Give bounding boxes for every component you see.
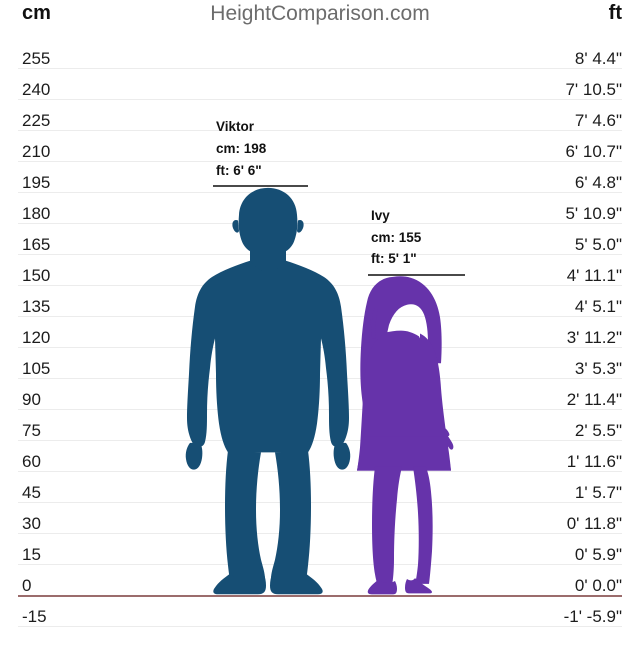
y-tick-cm: 240 <box>22 80 51 99</box>
y-tick-ft: 3' 11.2" <box>566 328 622 347</box>
y-tick-ft: 2' 11.4" <box>566 390 622 409</box>
y-tick-cm: 195 <box>22 173 51 192</box>
y-tick-ft: 2' 5.5" <box>574 421 622 440</box>
y-tick-cm: 150 <box>22 266 51 285</box>
site-title: HeightComparison.com <box>210 2 430 25</box>
y-tick-cm: 165 <box>22 235 51 254</box>
person-ft-ivy: ft: 5' 1" <box>371 251 417 267</box>
viktor-silhouette-svg <box>185 187 351 595</box>
y-tick-ft: 6' 4.8" <box>574 173 622 192</box>
y-tick-ft: 1' 11.6" <box>566 452 622 471</box>
y-tick-ft: 4' 11.1" <box>566 266 622 285</box>
y-tick-cm: 180 <box>22 204 51 223</box>
y-tick-ft: 7' 4.6" <box>574 111 622 130</box>
ivy-silhouette-svg <box>357 275 454 595</box>
y-tick-cm: 255 <box>22 49 51 68</box>
person-label-ivy: Ivy cm: 155 ft: 5' 1" <box>371 205 421 271</box>
y-tick-ft: 5' 5.0" <box>574 235 622 254</box>
unit-label-cm: cm <box>22 2 51 24</box>
person-cm-viktor: cm: 198 <box>216 140 267 156</box>
person-silhouette-ivy[interactable] <box>345 275 463 595</box>
head-measure-line-ivy <box>368 273 465 276</box>
y-tick-ft: -1' -5.9" <box>563 607 622 626</box>
y-tick-cm: 45 <box>22 483 41 502</box>
head-measure-line-viktor <box>213 184 308 187</box>
y-tick-ft: 0' 0.0" <box>574 576 622 595</box>
y-tick-cm: 90 <box>22 390 41 409</box>
y-tick-cm: 105 <box>22 359 51 378</box>
y-tick-ft: 7' 10.5" <box>565 80 622 99</box>
person-name-ivy: Ivy <box>371 207 390 223</box>
person-name-viktor: Viktor <box>216 118 255 134</box>
y-tick-cm: 210 <box>22 142 51 161</box>
y-tick-cm: 75 <box>22 421 41 440</box>
y-tick-ft: 4' 5.1" <box>574 297 622 316</box>
y-tick-cm: 0 <box>22 576 32 595</box>
person-silhouette-viktor[interactable] <box>176 186 360 595</box>
chart-header: cm HeightComparison.com ft <box>0 0 640 28</box>
y-tick-cm: -15 <box>22 607 47 626</box>
y-tick-ft: 1' 5.7" <box>574 483 622 502</box>
y-tick-cm: 60 <box>22 452 41 471</box>
y-tick-cm: 15 <box>22 545 41 564</box>
y-tick-ft: 6' 10.7" <box>565 142 622 161</box>
y-tick-ft: 8' 4.4" <box>574 49 622 68</box>
y-tick-cm: 30 <box>22 514 41 533</box>
y-tick-cm: 135 <box>22 297 51 316</box>
y-tick-cm: 225 <box>22 111 51 130</box>
person-label-viktor: Viktor cm: 198 ft: 6' 6" <box>216 116 266 182</box>
y-tick-cm: 120 <box>22 328 51 347</box>
person-cm-ivy: cm: 155 <box>371 229 422 245</box>
unit-label-ft: ft <box>608 2 622 24</box>
y-tick-ft: 0' 11.8" <box>566 514 622 533</box>
y-tick-ft: 0' 5.9" <box>574 545 622 564</box>
y-tick-ft: 5' 10.9" <box>565 204 622 223</box>
person-ft-viktor: ft: 6' 6" <box>216 162 262 178</box>
y-tick-ft: 3' 5.3" <box>574 359 622 378</box>
